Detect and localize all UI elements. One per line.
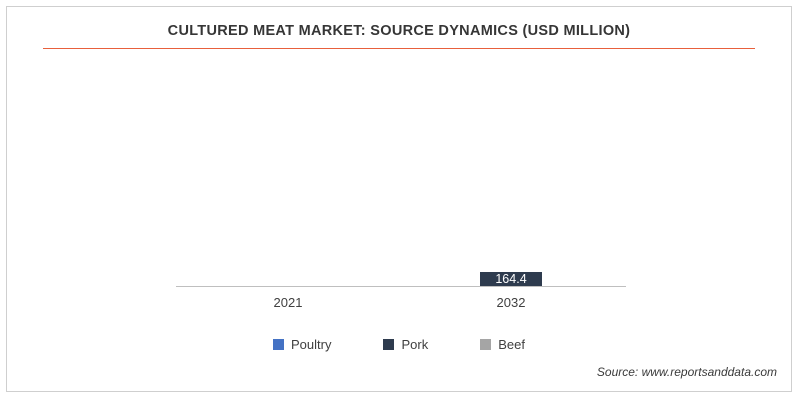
chart-frame: CULTURED MEAT MARKET: SOURCE DYNAMICS (U… (6, 6, 792, 392)
x-axis-label-2032: 2032 (496, 295, 526, 310)
title-underline (43, 48, 755, 49)
legend-swatch-beef (480, 339, 492, 350)
bar-2032: 164.4 (480, 272, 542, 286)
legend: Poultry Pork Beef (7, 337, 791, 352)
legend-label-beef: Beef (498, 337, 525, 352)
legend-swatch-pork (383, 339, 395, 350)
source-note: Source: www.reportsanddata.com (596, 365, 777, 379)
legend-item-poultry: Poultry (273, 337, 331, 352)
data-label-Pork-2032: 164.4 (480, 272, 542, 286)
legend-label-pork: Pork (401, 337, 429, 352)
x-axis-label-2021: 2021 (273, 295, 303, 310)
chart-title: CULTURED MEAT MARKET: SOURCE DYNAMICS (U… (167, 23, 631, 39)
x-axis-line (176, 286, 626, 287)
plot-area: 164.4 (176, 86, 626, 286)
legend-item-pork: Pork (383, 337, 428, 352)
legend-label-poultry: Poultry (291, 337, 332, 352)
legend-swatch-poultry (273, 339, 285, 350)
legend-item-beef: Beef (480, 337, 525, 352)
